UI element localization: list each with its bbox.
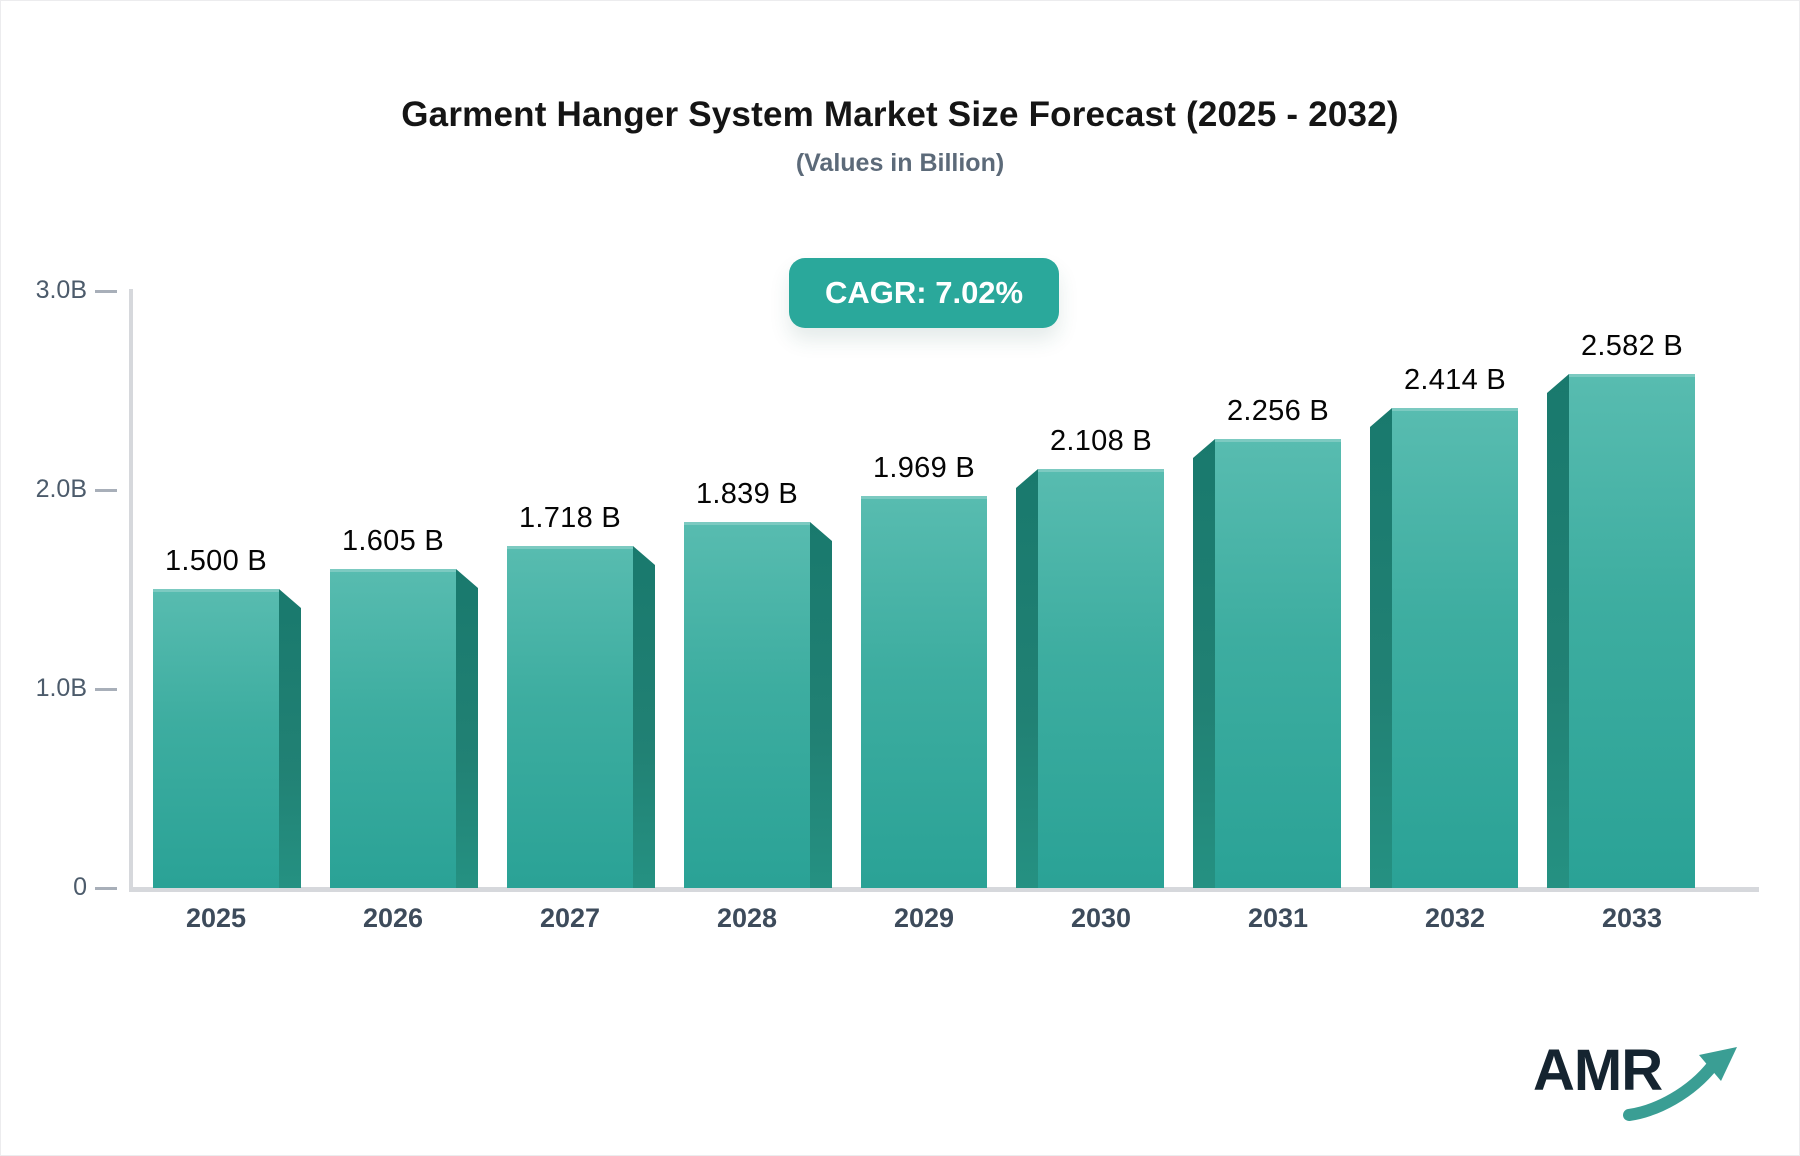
bar-side-face (456, 569, 478, 888)
bar-2025 (153, 589, 279, 888)
amr-logo-text: AMR (1533, 1038, 1663, 1103)
bar-side-face (810, 522, 832, 888)
amr-logo: AMR (1533, 1037, 1763, 1127)
y-axis-line (129, 289, 133, 891)
x-axis-label-2030: 2030 (1070, 903, 1132, 933)
bar-value-label: 2.108 B (1049, 425, 1153, 457)
bar-side-face (1547, 374, 1569, 888)
x-axis-label-2033: 2033 (1601, 903, 1663, 933)
bar-2033 (1569, 374, 1695, 888)
growth-arrow-icon (1623, 1047, 1737, 1121)
bar-2031 (1215, 439, 1341, 888)
bar-value-label: 1.500 B (164, 545, 268, 577)
bar-value-label: 2.582 B (1580, 330, 1684, 362)
bar-side-face (1193, 439, 1215, 888)
bar-side-face (633, 546, 655, 888)
chart-subtitle: (Values in Billion) (795, 149, 1005, 177)
bar-value-label: 1.605 B (341, 525, 445, 557)
x-axis-label-2028: 2028 (716, 903, 778, 933)
bar-side-face (279, 589, 301, 888)
x-axis-label-2027: 2027 (539, 903, 601, 933)
y-axis-tick-label: 2.0B (35, 475, 87, 503)
bar-2027 (507, 546, 633, 888)
y-axis-tick-mark (95, 887, 117, 890)
y-axis-tick-label: 0 (73, 873, 87, 901)
bar-value-label: 1.969 B (872, 452, 976, 484)
bar-side-face (1016, 469, 1038, 888)
bar-2026 (330, 569, 456, 888)
bar-value-label: 2.256 B (1226, 395, 1330, 427)
chart-title: Garment Hanger System Market Size Foreca… (401, 95, 1399, 134)
y-axis-tick-label: 1.0B (35, 674, 87, 702)
bar-2030 (1038, 469, 1164, 888)
x-axis-label-2032: 2032 (1424, 903, 1486, 933)
bar-2028 (684, 522, 810, 888)
y-axis-tick-mark (95, 688, 117, 691)
bar-side-face (1370, 408, 1392, 888)
bar-2032 (1392, 408, 1518, 888)
bar-value-label: 1.839 B (695, 478, 799, 510)
x-axis-line (129, 887, 1759, 892)
y-axis-tick-mark (95, 290, 117, 293)
x-axis-label-2029: 2029 (893, 903, 955, 933)
y-axis-tick-mark (95, 489, 117, 492)
bar-value-label: 2.414 B (1403, 364, 1507, 396)
x-axis-label-2026: 2026 (362, 903, 424, 933)
x-axis-label-2031: 2031 (1247, 903, 1309, 933)
x-axis-label-2025: 2025 (185, 903, 247, 933)
bar-value-label: 1.718 B (518, 502, 622, 534)
y-axis-tick-label: 3.0B (35, 276, 87, 304)
bar-2029 (861, 496, 987, 888)
cagr-badge: CAGR: 7.02% (789, 258, 1060, 328)
